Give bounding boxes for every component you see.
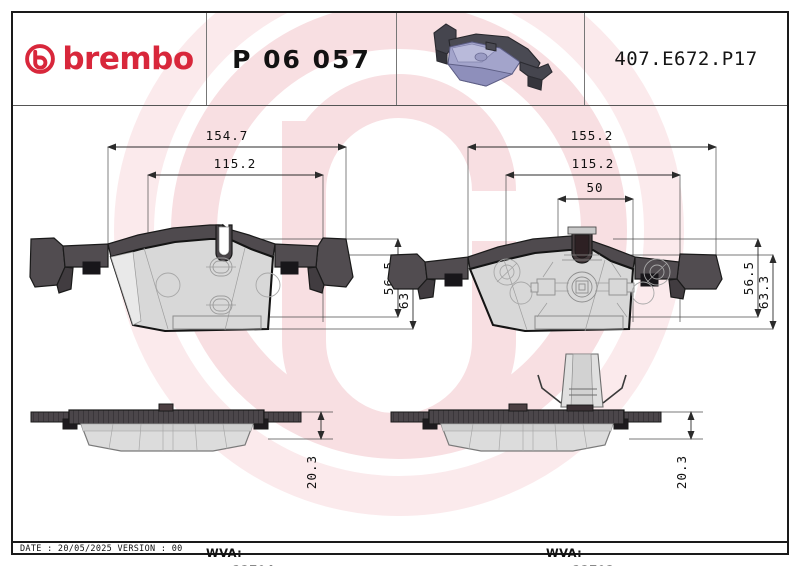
dim-text-115-2b: 115.2 bbox=[572, 156, 615, 171]
left-pad-plan-view: 154.7 115.2 56.5 63.3 bbox=[29, 128, 417, 333]
dim-text-20-3: 20.3 bbox=[304, 455, 319, 489]
right-wva-row: WVA: 23793 bbox=[546, 545, 614, 566]
dim-text-155-2: 155.2 bbox=[571, 128, 614, 143]
brand-cell: brembo bbox=[13, 13, 207, 105]
sheet-frame bbox=[11, 11, 789, 555]
left-wva-value: 23794 bbox=[232, 563, 274, 566]
dim-text-154-7: 154.7 bbox=[206, 128, 249, 143]
dim-text-115-2: 115.2 bbox=[214, 156, 257, 171]
footer-band: DATE : 20/05/2025 VERSION : 00 bbox=[13, 541, 787, 555]
dim-left-inner-width: 115.2 bbox=[147, 156, 324, 179]
right-wva-label: WVA: bbox=[546, 546, 583, 561]
footer-text: DATE : 20/05/2025 VERSION : 00 bbox=[20, 544, 183, 554]
left-wva-label: WVA: bbox=[206, 546, 243, 561]
left-pad-side-view: 20.3 bbox=[30, 403, 333, 489]
dim-right-inner-width: 115.2 bbox=[505, 156, 681, 179]
dim-text-50: 50 bbox=[586, 180, 603, 195]
reference-code-cell: 407.E672.P17 bbox=[585, 13, 787, 105]
header-band: brembo P 06 057 bbox=[13, 13, 787, 106]
brembo-circle-logo-icon bbox=[25, 44, 56, 74]
dim-text-56-5b: 56.5 bbox=[741, 261, 756, 295]
right-wva-value: 23793 bbox=[572, 563, 614, 566]
left-wva-row: WVA: 23794 bbox=[206, 545, 274, 566]
product-image-cell bbox=[397, 13, 585, 105]
dim-right-sensor-width: 50 bbox=[557, 180, 634, 203]
dim-left-overall-width: 154.7 bbox=[107, 128, 347, 151]
left-pad-labels: WVA: 23794 QTY: x2 bbox=[206, 512, 274, 566]
brand-wordmark: brembo bbox=[62, 40, 194, 77]
part-code-text: P 06 057 bbox=[232, 44, 371, 74]
right-pad-labels: WVA: 23793 QTY: x2 bbox=[546, 512, 614, 566]
dim-text-20-3b: 20.3 bbox=[674, 455, 689, 489]
dim-text-63-3b: 63.3 bbox=[756, 275, 771, 309]
dim-left-thickness: 20.3 bbox=[304, 411, 325, 489]
dim-right-thickness: 20.3 bbox=[674, 411, 695, 489]
drawing-area: 154.7 115.2 56.5 63.3 bbox=[13, 107, 787, 539]
right-pad-side-view: 20.3 bbox=[390, 353, 703, 489]
dim-right-overall-width: 155.2 bbox=[467, 128, 717, 151]
reference-code-text: 407.E672.P17 bbox=[614, 48, 758, 70]
dim-right-overall-height: 63.3 bbox=[756, 254, 777, 330]
part-code-cell: P 06 057 bbox=[207, 13, 397, 105]
right-pad-plan-view: 155.2 115.2 50 56.5 bbox=[387, 128, 777, 333]
brake-pad-3d-render-icon bbox=[432, 23, 553, 91]
dim-right-inner-height: 56.5 bbox=[741, 238, 762, 318]
